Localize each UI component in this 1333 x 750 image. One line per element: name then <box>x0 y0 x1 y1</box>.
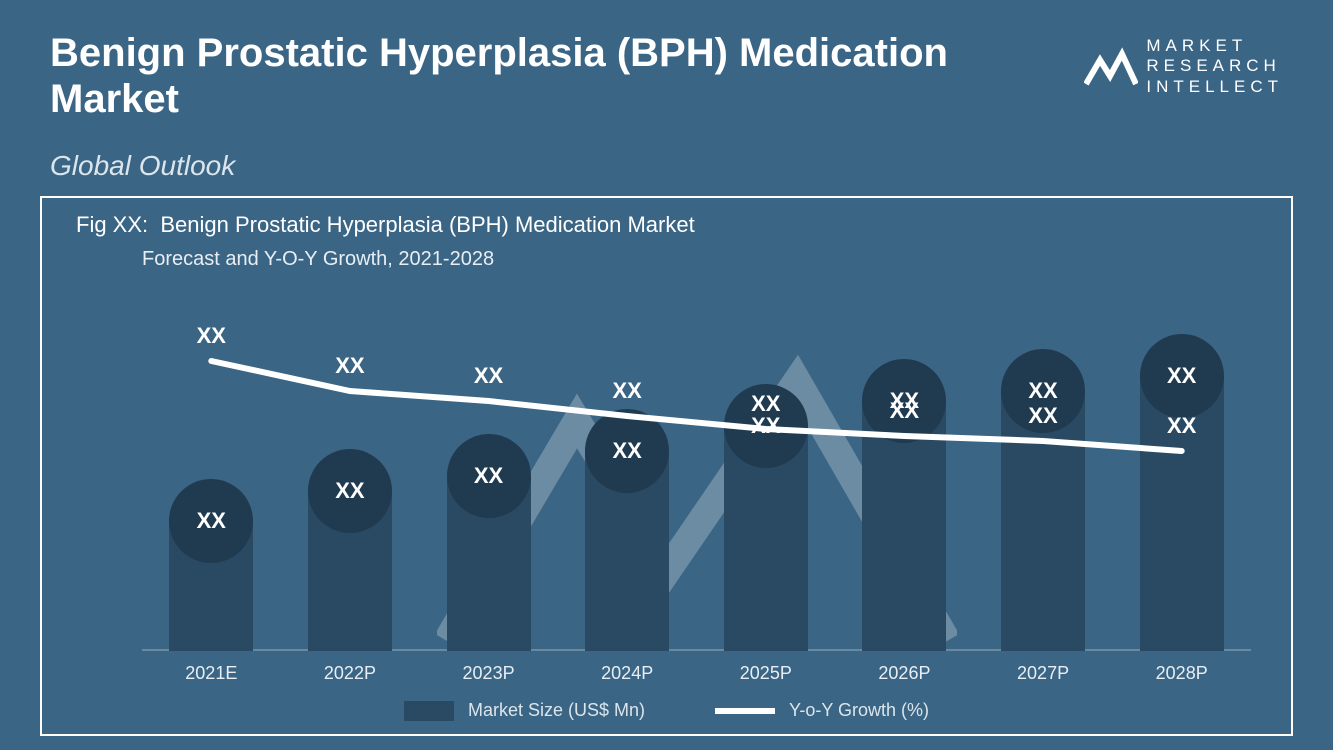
chart-frame: Fig XX: Benign Prostatic Hyperplasia (BP… <box>40 196 1293 736</box>
x-axis-label: 2024P <box>585 663 669 684</box>
header: Benign Prostatic Hyperplasia (BPH) Medic… <box>0 0 1333 132</box>
x-axis-label: 2021E <box>169 663 253 684</box>
line-value-label: XX <box>474 363 503 389</box>
legend-swatch-bar <box>404 701 454 721</box>
line-value-label: XX <box>1167 413 1196 439</box>
line-value-label: XX <box>335 353 364 379</box>
x-axis-label: 2026P <box>862 663 946 684</box>
chart-plot: XXXXXXXXXXXXXXXX XXXXXXXXXXXXXXXX <box>142 281 1251 651</box>
brand-logo: MARKET RESEARCH INTELLECT <box>1084 30 1283 97</box>
legend-label-line: Y-o-Y Growth (%) <box>789 700 929 721</box>
line-value-label: XX <box>890 398 919 424</box>
logo-line-3: INTELLECT <box>1146 77 1283 97</box>
x-axis-labels: 2021E 2022P 2023P 2024P 2025P 2026P 2027P 2028P <box>142 663 1251 684</box>
x-axis-label: 2028P <box>1140 663 1224 684</box>
line-value-label: XX <box>751 391 780 417</box>
growth-line <box>142 281 1251 651</box>
logo-line-1: MARKET <box>1146 36 1283 56</box>
legend-swatch-line <box>715 708 775 714</box>
legend-item-bar: Market Size (US$ Mn) <box>404 700 645 721</box>
line-value-label: XX <box>1028 403 1057 429</box>
legend-item-line: Y-o-Y Growth (%) <box>715 700 929 721</box>
x-axis-label: 2022P <box>308 663 392 684</box>
line-value-label: XX <box>197 323 226 349</box>
figure-prefix: Fig XX: <box>76 212 148 237</box>
page-title: Benign Prostatic Hyperplasia (BPH) Medic… <box>50 30 1050 122</box>
figure-subtitle: Forecast and Y-O-Y Growth, 2021-2028 <box>42 242 1291 271</box>
figure-title: Benign Prostatic Hyperplasia (BPH) Medic… <box>160 212 694 237</box>
subtitle: Global Outlook <box>0 132 1333 196</box>
x-axis-label: 2025P <box>724 663 808 684</box>
logo-text: MARKET RESEARCH INTELLECT <box>1146 36 1283 97</box>
chart-legend: Market Size (US$ Mn) Y-o-Y Growth (%) <box>42 700 1291 721</box>
logo-icon <box>1084 40 1138 94</box>
figure-caption: Fig XX: Benign Prostatic Hyperplasia (BP… <box>42 212 1291 242</box>
logo-line-2: RESEARCH <box>1146 56 1283 76</box>
legend-label-bar: Market Size (US$ Mn) <box>468 700 645 721</box>
x-axis-label: 2023P <box>447 663 531 684</box>
line-value-label: XX <box>613 378 642 404</box>
x-axis-label: 2027P <box>1001 663 1085 684</box>
